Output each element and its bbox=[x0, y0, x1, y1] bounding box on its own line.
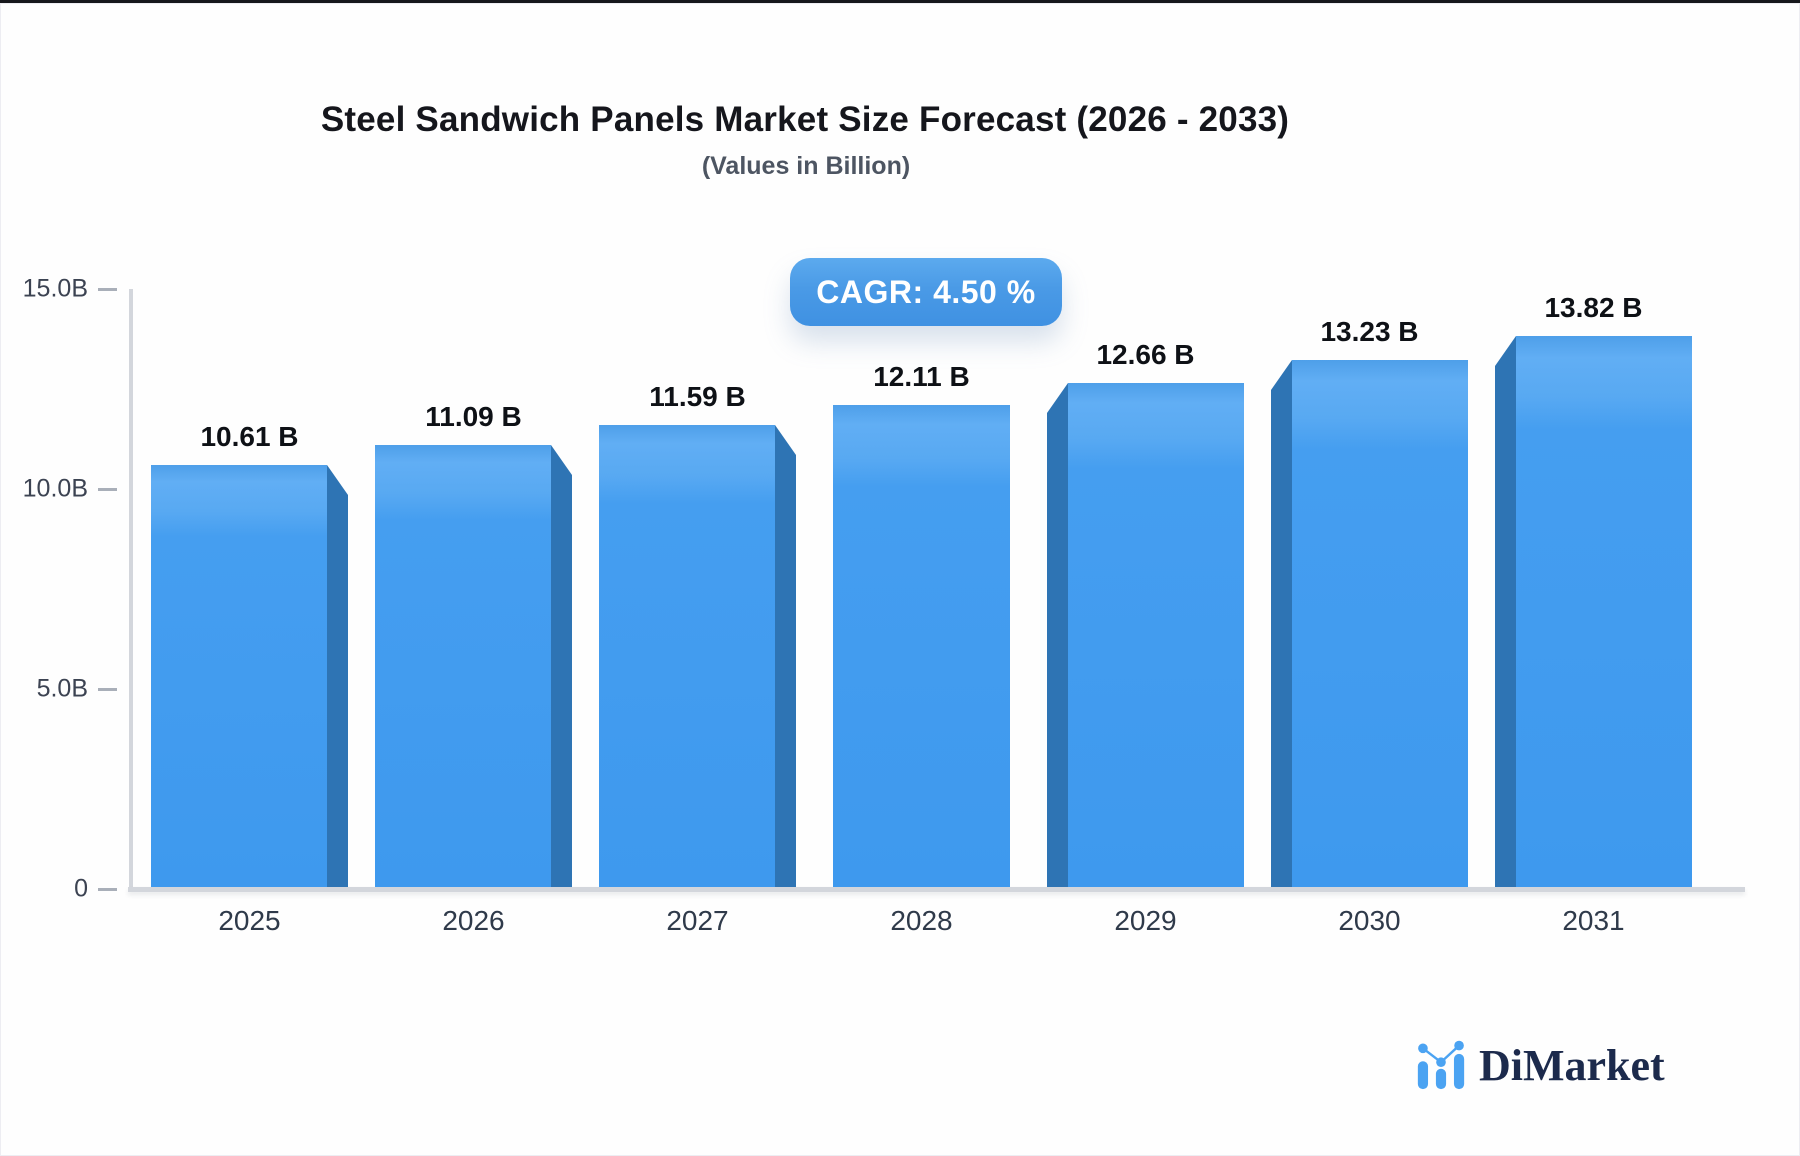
bar-2025[interactable] bbox=[151, 465, 327, 887]
chart-title: Steel Sandwich Panels Market Size Foreca… bbox=[320, 100, 1290, 139]
y-tick-mark bbox=[98, 288, 117, 291]
bar-2030[interactable] bbox=[1292, 360, 1468, 887]
cagr-badge-label: CAGR: 4.50 % bbox=[816, 273, 1036, 310]
bar-value-label-2026: 11.09 B bbox=[425, 401, 522, 432]
bar-2028[interactable] bbox=[833, 405, 1010, 887]
x-axis-label-2030: 2030 bbox=[1338, 905, 1401, 936]
bar-value-label-2025: 10.61 B bbox=[200, 421, 299, 452]
dimarket-logo-text: DiMarket bbox=[1479, 1040, 1665, 1090]
y-tick-mark bbox=[98, 688, 117, 691]
bar-2027[interactable] bbox=[599, 425, 775, 887]
y-tick-mark bbox=[98, 488, 117, 491]
bar-value-label-2031: 13.82 B bbox=[1544, 292, 1643, 323]
y-tick-label-15.0B: 15.0B bbox=[22, 274, 88, 303]
bar-side-face-2026 bbox=[551, 445, 572, 887]
y-tick-label-0: 0 bbox=[74, 874, 88, 903]
chart-subtitle: (Values in Billion) bbox=[701, 152, 911, 180]
bar-value-label-2030: 13.23 B bbox=[1320, 316, 1419, 347]
cagr-badge: CAGR: 4.50 % bbox=[790, 258, 1062, 326]
dimarket-logo: DiMarket bbox=[1416, 1039, 1665, 1091]
x-axis-label-2028: 2028 bbox=[890, 905, 953, 936]
x-axis-label-2025: 2025 bbox=[218, 905, 281, 936]
x-axis-label-2027: 2027 bbox=[666, 905, 729, 936]
bar-side-face-2031 bbox=[1495, 336, 1516, 887]
y-axis-line bbox=[129, 289, 133, 889]
bar-side-face-2029 bbox=[1047, 383, 1068, 887]
bar-value-label-2027: 11.59 B bbox=[649, 381, 746, 412]
bar-side-face-2025 bbox=[327, 465, 348, 887]
bar-side-face-2027 bbox=[775, 425, 796, 887]
bar-2026[interactable] bbox=[375, 445, 551, 887]
bar-value-label-2029: 12.66 B bbox=[1096, 339, 1195, 370]
x-axis-label-2026: 2026 bbox=[442, 905, 505, 936]
x-axis-line bbox=[128, 887, 1745, 892]
bar-2031[interactable] bbox=[1516, 336, 1692, 887]
bar-line-chart-icon bbox=[1417, 1040, 1465, 1090]
x-axis-label-2031: 2031 bbox=[1562, 905, 1625, 936]
y-tick-label-10.0B: 10.0B bbox=[22, 474, 88, 503]
bar-2029[interactable] bbox=[1068, 383, 1244, 887]
bar-value-label-2028: 12.11 B bbox=[873, 361, 970, 392]
y-tick-mark bbox=[98, 888, 117, 891]
x-axis-label-2029: 2029 bbox=[1114, 905, 1177, 936]
y-tick-label-5.0B: 5.0B bbox=[36, 674, 88, 703]
bar-side-face-2030 bbox=[1271, 360, 1292, 887]
